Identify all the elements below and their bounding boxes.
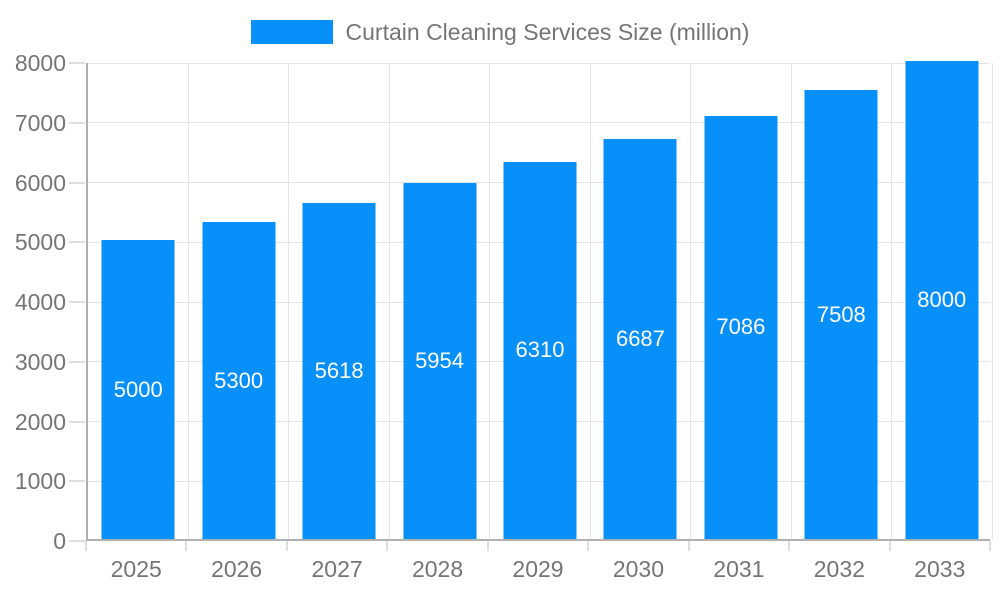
gridline-horizontal <box>88 122 990 124</box>
y-axis-tick <box>69 62 85 64</box>
gridline-vertical <box>288 63 290 539</box>
bar-value-label: 6310 <box>515 337 565 363</box>
x-axis-tick <box>185 541 188 551</box>
x-axis-tick <box>386 541 389 551</box>
y-axis-label: 2000 <box>14 408 66 435</box>
bar[interactable]: 5618 <box>302 203 376 539</box>
bar[interactable]: 6687 <box>603 139 677 539</box>
y-axis-tick <box>69 301 85 303</box>
gridline-vertical <box>690 63 692 539</box>
bar[interactable]: 5300 <box>202 222 276 539</box>
bar-value-label: 5300 <box>214 367 264 393</box>
x-axis-tick <box>989 541 991 551</box>
x-axis-label: 2026 <box>211 556 263 582</box>
x-axis-label: 2031 <box>713 556 765 582</box>
bar-value-label: 6687 <box>615 326 665 352</box>
bar[interactable]: 7508 <box>804 90 878 539</box>
x-axis-label: 2033 <box>914 556 966 582</box>
x-axis-label: 2032 <box>813 556 865 582</box>
y-axis-tick <box>69 420 85 423</box>
x-axis-tick <box>687 541 690 551</box>
legend[interactable]: Curtain Cleaning Services Size (million) <box>0 16 1000 48</box>
bar-value-label: 5618 <box>314 358 364 384</box>
x-axis-label: 2027 <box>311 556 363 582</box>
x-axis-tick <box>285 541 288 551</box>
gridline-vertical <box>991 63 993 539</box>
y-axis-tick <box>69 360 85 363</box>
y-axis-label: 8000 <box>14 50 66 76</box>
gridline-horizontal <box>88 62 990 64</box>
x-axis-label: 2028 <box>411 556 464 582</box>
gridline-vertical <box>489 63 491 539</box>
y-axis-label: 0 <box>53 528 66 554</box>
bar-value-label: 5000 <box>113 376 163 402</box>
gridline-vertical <box>388 63 390 539</box>
bar[interactable]: 5000 <box>101 240 175 539</box>
bar[interactable]: 7086 <box>704 115 778 539</box>
gridline-vertical <box>790 63 792 539</box>
y-axis-label: 6000 <box>14 169 66 196</box>
x-axis-tick <box>486 541 489 551</box>
legend-swatch <box>250 20 333 44</box>
y-axis-tick <box>69 181 85 184</box>
x-axis-tick <box>788 541 791 551</box>
gridline-vertical <box>891 63 893 539</box>
x-axis-tick <box>888 541 891 551</box>
y-axis-label: 4000 <box>14 289 66 315</box>
bar-value-label: 5954 <box>415 348 465 374</box>
bar[interactable]: 5954 <box>403 183 477 539</box>
y-axis-tick <box>69 121 85 124</box>
bar-value-label: 7508 <box>816 301 866 327</box>
bar-value-label: 8000 <box>917 287 967 312</box>
y-axis-tick <box>69 480 85 483</box>
x-axis-tick <box>85 541 87 551</box>
y-axis-tick <box>69 540 85 542</box>
y-axis-label: 5000 <box>14 229 66 256</box>
plot-area: 5000 5300 5618 5954 6310 6687 7086 7508 8000 <box>86 61 993 541</box>
x-axis-label: 2030 <box>612 556 665 582</box>
y-axis-label: 3000 <box>14 348 66 375</box>
bar-value-label: 7086 <box>716 314 766 340</box>
bar[interactable]: 6310 <box>503 161 577 539</box>
y-axis-label: 7000 <box>14 109 66 136</box>
x-axis-label: 2025 <box>110 556 162 582</box>
x-axis-tick <box>587 541 590 551</box>
gridline-vertical <box>589 63 591 539</box>
x-axis-label: 2029 <box>512 556 564 582</box>
bar[interactable]: 8000 <box>905 61 979 539</box>
gridline-vertical <box>187 63 189 539</box>
legend-label: Curtain Cleaning Services Size (million) <box>345 18 750 45</box>
y-axis-tick <box>69 241 85 244</box>
y-axis-label: 1000 <box>14 468 66 495</box>
